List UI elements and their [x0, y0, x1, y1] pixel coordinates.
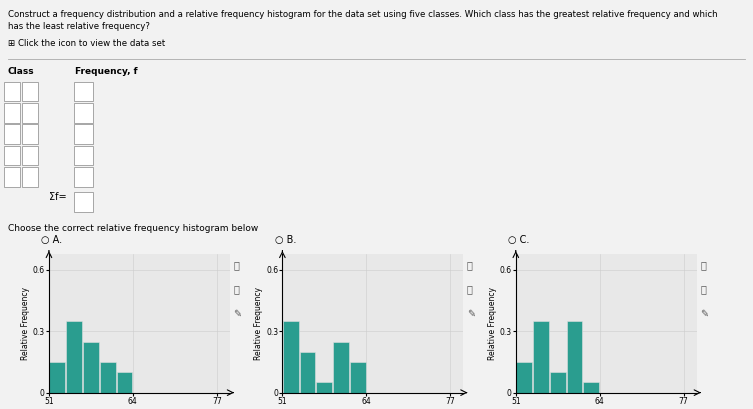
Bar	[584, 382, 599, 393]
Bar	[566, 321, 582, 393]
Text: Class: Class	[8, 67, 34, 76]
Text: Σf=: Σf=	[49, 192, 66, 202]
Text: ⊞ Click the icon to view the data set: ⊞ Click the icon to view the data set	[8, 39, 165, 48]
Y-axis label: Relative Frequency: Relative Frequency	[21, 287, 30, 360]
Text: Construct a frequency distribution and a relative frequency histogram for the da: Construct a frequency distribution and a…	[8, 10, 717, 19]
Bar	[66, 321, 82, 393]
Text: Frequency, f: Frequency, f	[75, 67, 138, 76]
Text: 🔍: 🔍	[233, 260, 239, 270]
Bar	[350, 362, 366, 393]
Bar	[99, 362, 115, 393]
Text: ○ B.: ○ B.	[275, 236, 296, 245]
Bar	[50, 362, 66, 393]
Bar	[117, 372, 133, 393]
Text: ✎: ✎	[700, 309, 709, 319]
Text: ✎: ✎	[467, 309, 475, 319]
Bar	[283, 321, 299, 393]
Y-axis label: Relative Frequency: Relative Frequency	[488, 287, 497, 360]
Text: ○ C.: ○ C.	[508, 236, 529, 245]
Bar	[333, 342, 349, 393]
Text: 🔍: 🔍	[467, 260, 473, 270]
Bar	[550, 372, 566, 393]
Text: 🔍: 🔍	[233, 284, 239, 294]
Bar	[316, 382, 332, 393]
Text: 🔍: 🔍	[467, 284, 473, 294]
Text: ✎: ✎	[233, 309, 242, 319]
Bar	[83, 342, 99, 393]
Text: ○ A.: ○ A.	[41, 236, 62, 245]
Text: has the least relative frequency?: has the least relative frequency?	[8, 22, 149, 31]
Text: Choose the correct relative frequency histogram below: Choose the correct relative frequency hi…	[8, 224, 258, 233]
Text: 🔍: 🔍	[700, 260, 706, 270]
Text: 🔍: 🔍	[700, 284, 706, 294]
Bar	[300, 352, 316, 393]
Bar	[533, 321, 549, 393]
Bar	[517, 362, 532, 393]
Y-axis label: Relative Frequency: Relative Frequency	[255, 287, 264, 360]
